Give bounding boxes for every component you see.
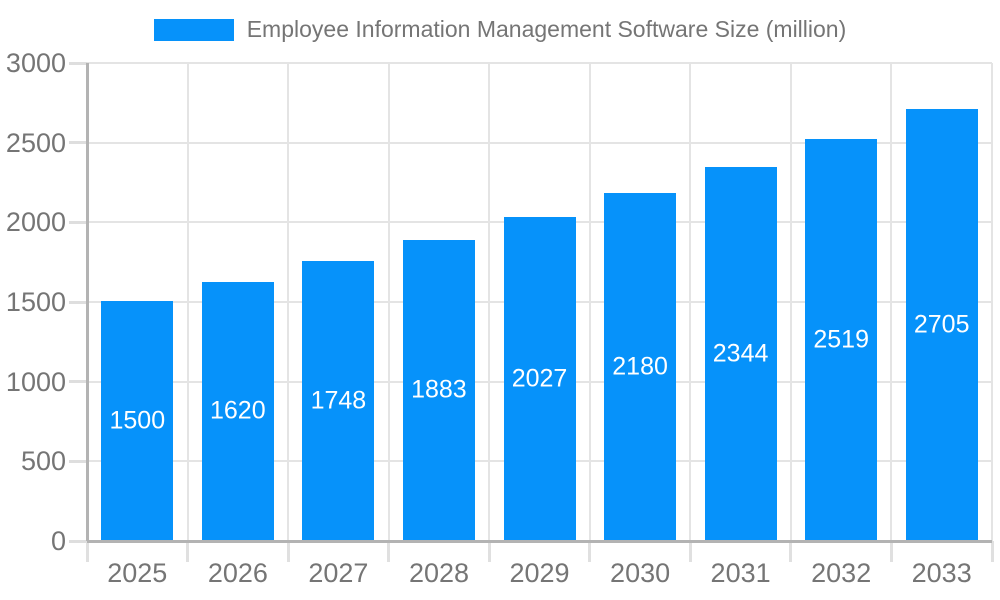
bar-2029[interactable]: 2027 <box>503 217 576 540</box>
x-axis-tick <box>789 541 793 562</box>
y-gridline <box>87 62 992 64</box>
x-axis-tick <box>588 541 592 562</box>
y-axis-label: 0 <box>50 526 66 556</box>
x-axis-tick <box>889 541 893 562</box>
y-axis-tick <box>69 61 87 65</box>
y-axis-tick <box>69 141 87 145</box>
x-axis-line <box>87 540 992 543</box>
x-axis-label: 2028 <box>408 558 470 588</box>
bar-value-label: 2705 <box>913 310 970 338</box>
bar-2026[interactable]: 1620 <box>201 282 274 540</box>
x-gridline <box>689 63 692 541</box>
legend-swatch[interactable] <box>153 18 234 41</box>
bar-value-label: 2344 <box>712 339 769 367</box>
x-gridline <box>387 63 390 541</box>
legend-label[interactable]: Employee Information Management Software… <box>246 16 847 42</box>
bar-value-label: 2180 <box>612 352 668 380</box>
x-gridline <box>287 63 290 541</box>
bar-2031[interactable]: 2344 <box>704 167 777 540</box>
bar-value-label: 1620 <box>209 396 266 425</box>
x-gridline <box>588 63 591 541</box>
x-gridline <box>186 63 189 541</box>
x-axis-label: 2029 <box>509 558 570 588</box>
bar-2033[interactable]: 2705 <box>905 109 978 540</box>
bar-2030[interactable]: 2180 <box>604 193 677 540</box>
bar-2025[interactable]: 1500 <box>101 301 174 540</box>
x-axis-label: 2026 <box>207 558 268 588</box>
y-axis-label: 500 <box>20 446 66 477</box>
y-axis-tick <box>69 220 87 224</box>
x-axis-label: 2025 <box>107 558 168 588</box>
x-axis-tick <box>186 541 190 562</box>
bar-value-label: 2519 <box>813 325 869 353</box>
x-axis-tick <box>286 541 290 562</box>
y-axis-line <box>85 63 89 541</box>
x-gridline <box>991 63 993 541</box>
x-axis-label: 2031 <box>710 558 771 588</box>
y-axis-label: 1000 <box>5 366 66 397</box>
y-axis-tick <box>69 459 87 463</box>
x-axis-tick <box>688 541 692 562</box>
x-gridline <box>789 63 792 541</box>
y-axis-label: 2500 <box>5 127 66 158</box>
x-axis-label: 2032 <box>811 558 872 588</box>
bar-value-label: 1748 <box>310 386 367 414</box>
y-axis-label: 2000 <box>5 207 66 238</box>
y-axis-tick <box>69 380 87 384</box>
x-gridline <box>488 63 491 541</box>
bar-2028[interactable]: 1883 <box>402 240 475 540</box>
bar-value-label: 2027 <box>511 364 568 392</box>
bar-2027[interactable]: 1748 <box>302 261 375 540</box>
y-axis-label: 1500 <box>5 287 66 317</box>
bar-value-label: 1500 <box>109 406 166 434</box>
y-axis-label: 3000 <box>5 48 66 78</box>
x-axis-label: 2033 <box>911 558 972 588</box>
bar-2032[interactable]: 2519 <box>805 139 878 540</box>
x-axis-tick <box>487 541 491 562</box>
legend[interactable]: Employee Information Management Software… <box>0 16 1000 43</box>
y-axis-tick <box>69 300 87 304</box>
x-axis-label: 2030 <box>610 558 671 588</box>
x-axis-tick <box>990 541 994 562</box>
x-axis-tick <box>387 541 391 562</box>
y-gridline <box>87 141 992 144</box>
y-axis-tick <box>69 539 87 543</box>
x-gridline <box>890 63 893 541</box>
bar-value-label: 1883 <box>411 375 467 404</box>
x-axis-tick <box>85 541 89 562</box>
x-axis-label: 2027 <box>308 558 369 588</box>
